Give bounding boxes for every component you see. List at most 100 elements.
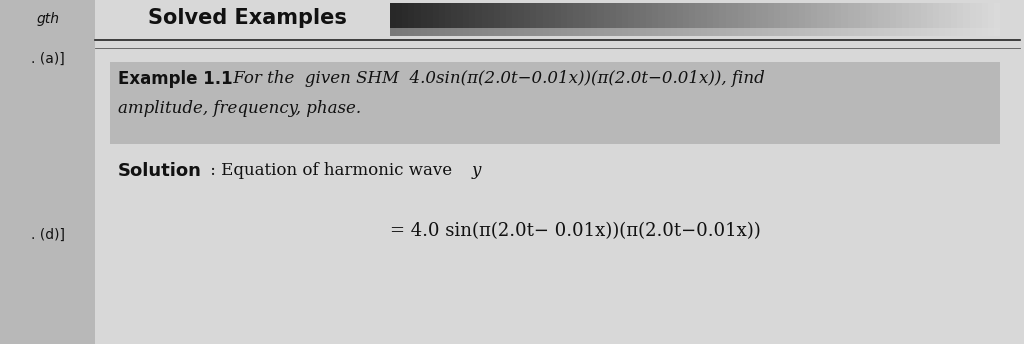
Bar <box>683 28 689 36</box>
Bar <box>731 28 737 36</box>
Bar <box>415 28 421 36</box>
Bar <box>945 3 951 28</box>
Bar <box>494 28 500 36</box>
Bar <box>866 28 871 36</box>
Bar <box>573 28 580 36</box>
Bar <box>603 28 609 36</box>
Bar <box>866 3 871 28</box>
Bar <box>652 28 658 36</box>
Bar <box>780 3 786 28</box>
Bar <box>914 3 921 28</box>
Bar <box>628 28 634 36</box>
Bar <box>463 28 469 36</box>
Bar <box>494 3 500 28</box>
Bar <box>512 28 518 36</box>
Bar <box>842 3 848 28</box>
Bar <box>439 28 444 36</box>
Bar <box>487 28 494 36</box>
Bar <box>823 28 829 36</box>
Bar <box>854 28 860 36</box>
Bar <box>524 3 530 28</box>
Bar <box>756 3 762 28</box>
Bar <box>994 28 1000 36</box>
Bar <box>481 3 487 28</box>
Bar <box>396 28 402 36</box>
Bar <box>884 3 890 28</box>
Bar <box>737 3 743 28</box>
Bar <box>415 3 421 28</box>
Bar <box>750 28 756 36</box>
Bar <box>799 3 805 28</box>
Bar <box>640 28 646 36</box>
Bar <box>964 28 970 36</box>
Bar <box>689 28 695 36</box>
Bar <box>902 3 908 28</box>
Bar <box>817 28 823 36</box>
Bar <box>768 3 774 28</box>
Bar <box>567 3 573 28</box>
Bar <box>988 3 994 28</box>
Bar <box>762 3 768 28</box>
Bar <box>908 3 914 28</box>
Bar <box>597 28 603 36</box>
Bar <box>939 28 945 36</box>
Text: y: y <box>472 162 481 179</box>
Bar <box>549 28 555 36</box>
Bar <box>475 3 481 28</box>
Bar <box>433 3 439 28</box>
Bar <box>860 28 866 36</box>
Bar <box>970 3 976 28</box>
Bar <box>964 3 970 28</box>
Bar <box>543 3 549 28</box>
Bar <box>701 28 708 36</box>
Bar <box>671 28 677 36</box>
Bar <box>689 3 695 28</box>
Bar <box>750 3 756 28</box>
Bar <box>737 28 743 36</box>
Bar <box>848 3 854 28</box>
Bar <box>110 62 1000 144</box>
Text: = 4.0 sin(π(2.0t− 0.01x))(π(2.0t−0.01x)): = 4.0 sin(π(2.0t− 0.01x))(π(2.0t−0.01x)) <box>390 222 761 240</box>
Bar <box>609 28 615 36</box>
Bar <box>469 3 475 28</box>
Bar <box>976 28 982 36</box>
Bar <box>457 28 463 36</box>
Bar <box>921 28 927 36</box>
Bar <box>933 3 939 28</box>
Bar <box>0 0 95 344</box>
Bar <box>409 28 415 36</box>
Bar <box>634 28 640 36</box>
Bar <box>537 3 543 28</box>
Bar <box>500 28 506 36</box>
Bar <box>890 3 896 28</box>
Bar <box>902 28 908 36</box>
Bar <box>780 28 786 36</box>
Text: . (d)]: . (d)] <box>31 228 65 242</box>
Text: Solution: Solution <box>118 162 202 180</box>
Bar <box>622 28 628 36</box>
Bar <box>860 3 866 28</box>
Bar <box>701 3 708 28</box>
Bar <box>914 28 921 36</box>
Bar <box>921 3 927 28</box>
Bar <box>609 3 615 28</box>
Bar <box>555 28 561 36</box>
Bar <box>646 3 652 28</box>
Bar <box>976 3 982 28</box>
Bar <box>811 28 817 36</box>
Bar <box>677 28 683 36</box>
Bar <box>580 3 585 28</box>
Bar <box>481 28 487 36</box>
Bar <box>506 28 512 36</box>
Bar <box>786 3 793 28</box>
Bar <box>878 28 884 36</box>
Bar <box>878 3 884 28</box>
Bar <box>500 3 506 28</box>
Bar <box>646 28 652 36</box>
Bar <box>475 28 481 36</box>
Bar <box>506 3 512 28</box>
Bar <box>677 3 683 28</box>
Bar <box>427 28 433 36</box>
Bar <box>836 28 842 36</box>
Bar <box>615 28 622 36</box>
